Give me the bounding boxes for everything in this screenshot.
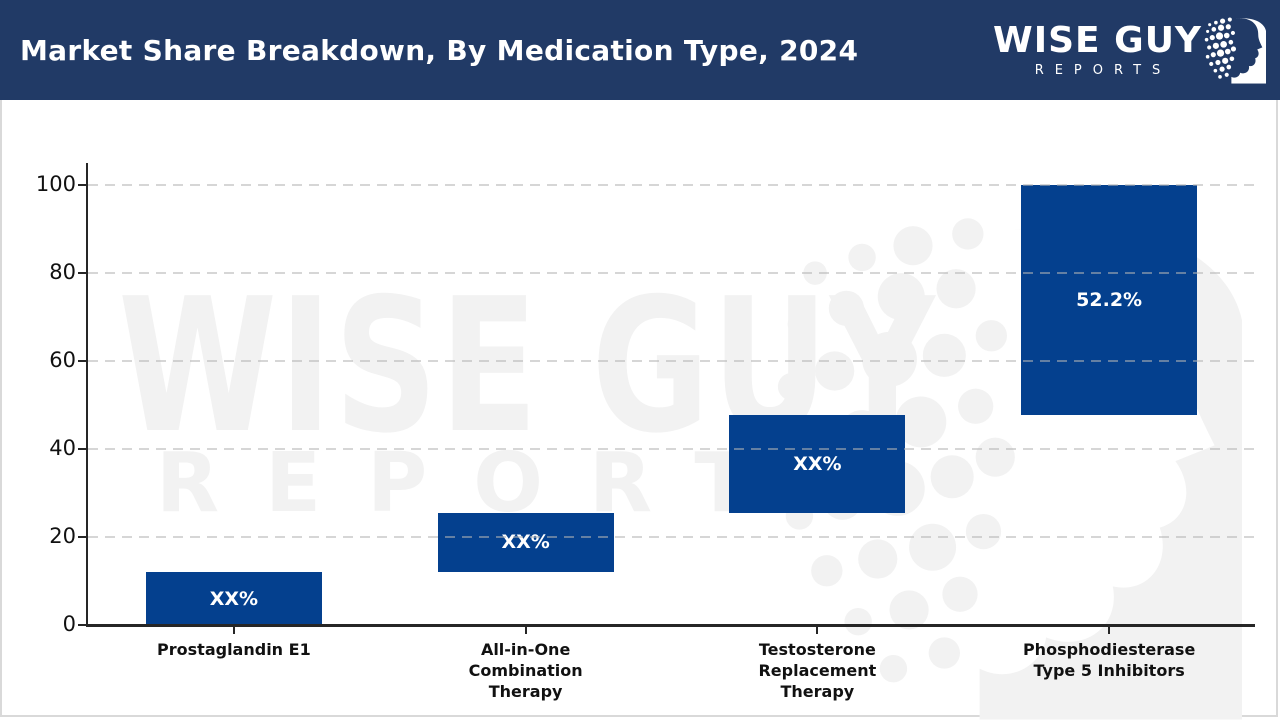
- y-tick-mark: [78, 624, 86, 626]
- wise-guy-reports-logo: WISE GUY REPORTS: [993, 6, 1266, 94]
- x-tick-mark: [1108, 627, 1111, 634]
- x-tick-mark: [524, 627, 527, 634]
- y-tick-mark: [78, 448, 86, 450]
- logo-wordmark: WISE GUY: [992, 20, 1202, 61]
- gridline: [88, 184, 1254, 186]
- bar-1: XX%: [145, 572, 322, 625]
- x-category-label: All-in-One Combination Therapy: [468, 640, 583, 701]
- bar-3: XX%: [729, 414, 906, 513]
- x-category-label: Testosterone Replacement Therapy: [758, 640, 877, 701]
- gridline: [88, 448, 1254, 450]
- x-axis-line: [86, 624, 1255, 627]
- x-tick-mark: [816, 627, 819, 634]
- x-category-label: Prostaglandin E1: [157, 640, 311, 659]
- chart-title: Market Share Breakdown, By Medication Ty…: [20, 33, 859, 67]
- y-tick-mark: [78, 536, 86, 538]
- bar-value-label: 52.2%: [1076, 288, 1143, 311]
- header-bar: Market Share Breakdown, By Medication Ty…: [0, 0, 1280, 100]
- bar-value-label: XX%: [501, 531, 550, 554]
- y-tick-label: 60: [49, 348, 76, 372]
- gridline: [88, 272, 1254, 274]
- y-tick-mark: [78, 272, 86, 274]
- x-tick-mark: [232, 627, 235, 634]
- y-tick-label: 40: [49, 436, 76, 460]
- gridline: [88, 536, 1254, 538]
- y-tick-label: 80: [49, 260, 76, 284]
- y-tick-label: 20: [49, 524, 76, 548]
- y-tick-label: 0: [62, 612, 76, 636]
- logo-head-icon: [1204, 8, 1266, 92]
- x-category-label: Phosphodiesterase Type 5 Inhibitors: [1022, 640, 1196, 680]
- y-axis-line: [86, 163, 88, 627]
- bar-value-label: XX%: [793, 452, 842, 475]
- y-tick-label: 100: [35, 172, 76, 196]
- bar-value-label: XX%: [209, 587, 259, 610]
- bar-2: XX%: [437, 512, 614, 573]
- gridline: [88, 360, 1254, 362]
- y-tick-mark: [78, 184, 86, 186]
- y-tick-mark: [78, 360, 86, 362]
- bar-4: 52.2%: [1021, 185, 1198, 415]
- logo-subtitle: REPORTS: [1034, 63, 1172, 78]
